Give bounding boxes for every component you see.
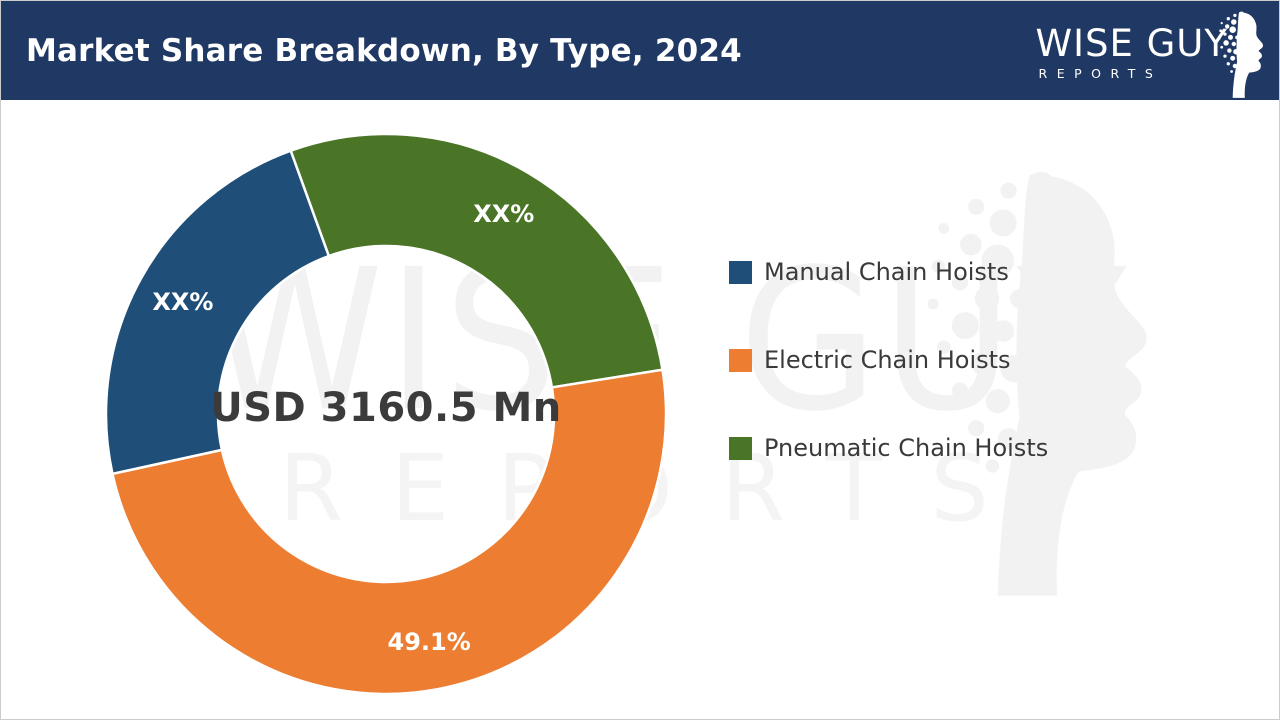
logo-subtext: REPORTS xyxy=(1038,66,1163,81)
legend-label-pneumatic: Pneumatic Chain Hoists xyxy=(764,434,1049,463)
page-title: Market Share Breakdown, By Type, 2024 xyxy=(26,32,742,69)
segment-label-1: 49.1% xyxy=(388,628,471,656)
legend-swatch-electric xyxy=(729,349,752,373)
header: Market Share Breakdown, By Type, 2024 WI… xyxy=(1,1,1279,100)
logo-wordmark: WISE GUY xyxy=(1035,22,1228,65)
legend-item-electric: Electric Chain Hoists xyxy=(729,345,1048,376)
logo-face-icon xyxy=(1218,11,1264,98)
donut-segment-0 xyxy=(289,132,664,389)
donut-chart: XX% 49.1% XX% xyxy=(104,132,668,696)
legend: Manual Chain Hoists Electric Chain Hoist… xyxy=(729,257,1048,465)
legend-swatch-pneumatic xyxy=(729,437,752,461)
brand-logo: WISE GUY REPORTS xyxy=(1036,11,1269,99)
donut-chart-area: XX% 49.1% XX% xyxy=(86,114,686,714)
legend-label-electric: Electric Chain Hoists xyxy=(764,346,1011,375)
segment-label-2: XX% xyxy=(152,288,213,316)
segment-label-0: XX% xyxy=(473,200,534,228)
donut-segment-2 xyxy=(104,149,331,476)
legend-swatch-manual xyxy=(729,261,752,285)
legend-item-pneumatic: Pneumatic Chain Hoists xyxy=(729,433,1048,464)
center-value-label: USD 3160.5 Mn xyxy=(210,385,562,431)
donut-segment-1 xyxy=(111,368,668,696)
legend-item-manual: Manual Chain Hoists xyxy=(729,257,1048,288)
legend-label-manual: Manual Chain Hoists xyxy=(764,258,1009,286)
